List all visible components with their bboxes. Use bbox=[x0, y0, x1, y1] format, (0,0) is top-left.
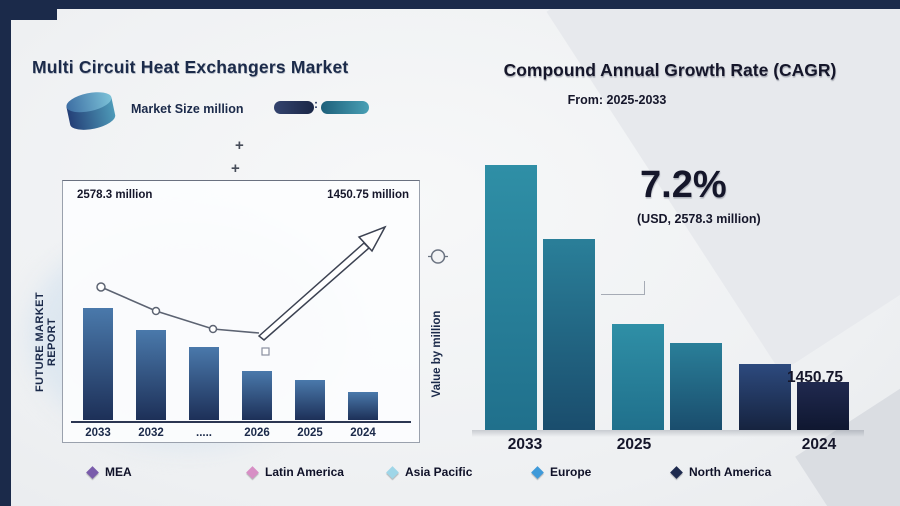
pill-dark-icon bbox=[274, 101, 314, 114]
pill-teal-icon bbox=[321, 101, 369, 114]
market-size-chart-panel: 2578.3 million 1450.75 million 2033 2032.… bbox=[62, 180, 420, 443]
right-bar bbox=[797, 382, 849, 430]
circle-line-icon bbox=[428, 248, 448, 270]
pill-separator: : bbox=[314, 97, 318, 111]
market-size-label: Market Size million bbox=[131, 102, 244, 116]
value-label-2024: 1450.75 bbox=[787, 369, 844, 386]
left-bar bbox=[136, 330, 166, 420]
right-bar-group-2033 bbox=[485, 165, 595, 430]
left-bar bbox=[295, 380, 325, 420]
legend-diamond-icon bbox=[246, 465, 259, 479]
legend-item-mea: MEA bbox=[86, 465, 132, 479]
right-bar bbox=[739, 364, 791, 430]
legend-label: North America bbox=[689, 465, 772, 479]
left-axis-label: ..... bbox=[196, 427, 212, 439]
left-axis-label: 2033 bbox=[85, 427, 111, 439]
left-axis-labels: 2033 2032..... 2026 2025 2024 bbox=[83, 427, 378, 439]
left-axis-label: 2024 bbox=[350, 427, 376, 439]
left-axis-label: 2032 bbox=[138, 427, 164, 439]
top-left-corner-block bbox=[0, 0, 57, 20]
legend-item-asia-pacific: Asia Pacific bbox=[386, 465, 473, 479]
legend-diamond-icon bbox=[670, 465, 683, 479]
left-axis-label: 2025 bbox=[297, 427, 323, 439]
legend-label: Asia Pacific bbox=[405, 465, 473, 479]
left-axis-label: 2026 bbox=[244, 427, 270, 439]
left-bar bbox=[348, 392, 378, 420]
right-bar-group-2024 bbox=[739, 364, 849, 430]
y-axis-label: Value by million bbox=[431, 310, 443, 398]
plus-icon: + bbox=[231, 160, 240, 177]
cagr-title: Compound Annual Growth Rate (CAGR) bbox=[503, 60, 837, 80]
decorative-bracket bbox=[601, 281, 645, 295]
legend-item-north-america: North America bbox=[670, 465, 772, 479]
legend-label: Europe bbox=[550, 465, 592, 479]
cagr-value: 7.2% bbox=[640, 164, 727, 206]
page-title: Multi Circuit Heat Exchangers Market bbox=[32, 57, 349, 77]
right-bar bbox=[485, 165, 537, 430]
right-bar bbox=[543, 239, 595, 430]
legend-diamond-icon bbox=[86, 465, 99, 479]
chart-end-value: 1450.75 million bbox=[327, 189, 409, 201]
bottom-legend: MEA Latin America Asia Pacific Europe North … bbox=[0, 465, 900, 485]
market-size-cylinder-icon bbox=[60, 90, 122, 139]
left-bar bbox=[189, 347, 219, 420]
x-axis-line bbox=[71, 421, 411, 423]
top-frame-bar bbox=[0, 0, 900, 9]
legend-item-europe: Europe bbox=[531, 465, 592, 479]
left-bar bbox=[242, 371, 272, 420]
right-axis-label-2024: 2024 bbox=[801, 436, 837, 453]
right-bar-group-2025 bbox=[612, 324, 722, 430]
left-bar bbox=[83, 308, 113, 420]
right-axis-label-2025: 2025 bbox=[616, 436, 652, 453]
legend-item-latin-america: Latin America bbox=[246, 465, 344, 479]
plus-icon: + bbox=[235, 137, 244, 154]
future-market-report-label: FUTURE MARKET REPORT bbox=[34, 292, 58, 392]
right-bar bbox=[612, 324, 664, 430]
legend-diamond-icon bbox=[386, 465, 399, 479]
legend-label: MEA bbox=[105, 465, 132, 479]
cagr-detail: (USD, 2578.3 million) bbox=[637, 212, 761, 226]
right-baseline-shadow bbox=[472, 430, 864, 437]
right-axis-label-2033: 2033 bbox=[507, 436, 543, 453]
left-bars bbox=[83, 308, 378, 420]
legend-label: Latin America bbox=[265, 465, 344, 479]
right-bar bbox=[670, 343, 722, 430]
legend-diamond-icon bbox=[531, 465, 544, 479]
chart-start-value: 2578.3 million bbox=[77, 189, 153, 201]
right-bars bbox=[485, 165, 849, 430]
cagr-subtitle: From: 2025-2033 bbox=[567, 93, 667, 107]
left-frame-bar bbox=[0, 0, 11, 506]
